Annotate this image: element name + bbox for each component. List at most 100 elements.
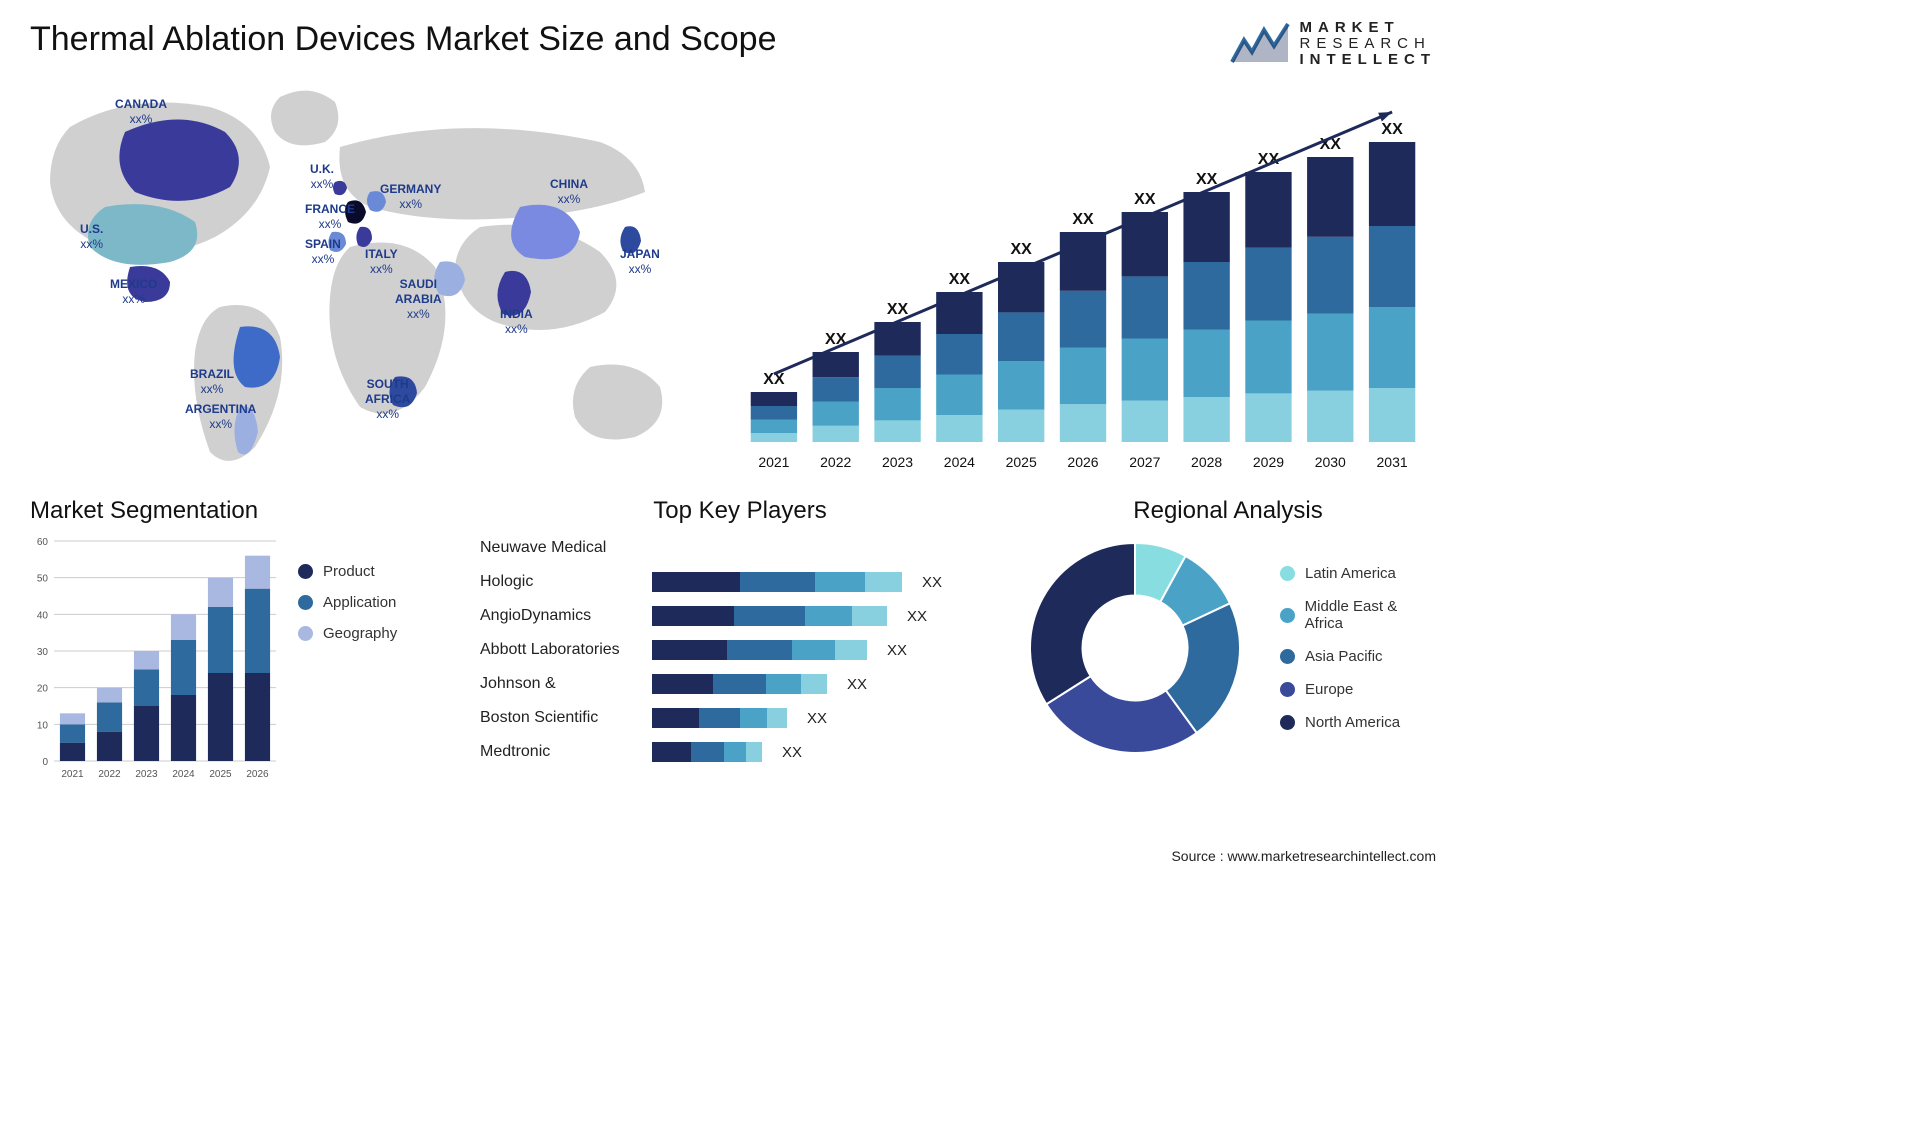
svg-text:2026: 2026	[246, 769, 269, 780]
map-country-label: U.K.xx%	[310, 162, 334, 192]
segmentation-chart: 0102030405060202120222023202420252026	[30, 533, 280, 783]
player-bar-segment	[652, 606, 734, 626]
player-name: Hologic	[480, 573, 640, 591]
map-country-label: JAPANxx%	[620, 247, 660, 277]
bottom-row: Market Segmentation 01020304050602021202…	[30, 497, 1436, 807]
regional-title: Regional Analysis	[1020, 497, 1436, 525]
page: Thermal Ablation Devices Market Size and…	[0, 0, 1466, 876]
player-value: XX	[782, 744, 802, 761]
svg-text:XX: XX	[949, 271, 971, 288]
svg-text:2024: 2024	[944, 454, 975, 470]
map-country-label: SPAINxx%	[305, 237, 341, 267]
map-country-label: ARGENTINAxx%	[185, 402, 256, 432]
player-row: Johnson & XX	[480, 669, 1000, 699]
player-value: XX	[922, 574, 942, 591]
player-bar-segment	[699, 708, 740, 728]
svg-text:2027: 2027	[1129, 454, 1160, 470]
player-bar-segment	[767, 708, 787, 728]
svg-text:XX: XX	[1381, 121, 1403, 138]
player-bar-segment	[815, 572, 865, 592]
player-bar-segment	[801, 674, 827, 694]
svg-text:2031: 2031	[1377, 454, 1408, 470]
svg-text:10: 10	[37, 721, 49, 732]
legend-swatch	[1280, 608, 1295, 623]
player-name: Neuwave Medical	[480, 539, 640, 557]
player-bar	[652, 572, 922, 592]
player-bar	[652, 674, 922, 694]
growth-chart: XX2021XX2022XX2023XX2024XX2025XX2026XX20…	[730, 77, 1436, 477]
player-name: Medtronic	[480, 743, 640, 761]
legend-label: Geography	[323, 625, 397, 642]
svg-text:2021: 2021	[61, 769, 84, 780]
brand-logo: MARKET RESEARCH INTELLECT	[1230, 20, 1437, 67]
legend-swatch	[1280, 715, 1295, 730]
map-country-label: GERMANYxx%	[380, 182, 441, 212]
regional-panel: Regional Analysis Latin America Middle Ea…	[1020, 497, 1436, 807]
legend-item: Europe	[1280, 681, 1436, 698]
player-bar-segment	[805, 606, 852, 626]
svg-text:2022: 2022	[98, 769, 121, 780]
map-country-label: ITALYxx%	[365, 247, 398, 277]
player-bar	[652, 606, 922, 626]
svg-text:2023: 2023	[882, 454, 913, 470]
player-bar-segment	[746, 742, 763, 762]
player-row: Abbott LaboratoriesXX	[480, 635, 1000, 665]
legend-swatch	[1280, 566, 1295, 581]
player-bar-segment	[691, 742, 724, 762]
svg-text:2029: 2029	[1253, 454, 1284, 470]
svg-text:2025: 2025	[209, 769, 232, 780]
svg-text:40: 40	[37, 611, 49, 622]
svg-text:2026: 2026	[1067, 454, 1098, 470]
legend-swatch	[298, 626, 313, 641]
player-name: Boston Scientific	[480, 709, 640, 727]
player-name: Johnson &	[480, 675, 640, 693]
map-country-label: SOUTHAFRICAxx%	[365, 377, 410, 422]
regional-legend: Latin AmericaMiddle East & AfricaAsia Pa…	[1280, 565, 1436, 731]
player-row: Neuwave Medical	[480, 533, 1000, 563]
player-bar-segment	[652, 742, 691, 762]
player-bar	[652, 640, 922, 660]
player-value: XX	[807, 710, 827, 727]
player-bar-segment	[740, 708, 767, 728]
svg-text:50: 50	[37, 574, 49, 585]
svg-text:XX: XX	[887, 301, 909, 318]
map-country-label: BRAZILxx%	[190, 367, 234, 397]
legend-label: Latin America	[1305, 565, 1396, 582]
legend-swatch	[1280, 649, 1295, 664]
growth-chart-panel: XX2021XX2022XX2023XX2024XX2025XX2026XX20…	[730, 77, 1436, 477]
legend-label: Middle East & Africa	[1305, 598, 1436, 632]
map-country-label: INDIAxx%	[500, 307, 533, 337]
header: Thermal Ablation Devices Market Size and…	[30, 20, 1436, 67]
player-bar-segment	[766, 674, 801, 694]
map-country-label: CHINAxx%	[550, 177, 588, 207]
player-bar-segment	[652, 674, 713, 694]
svg-text:XX: XX	[1072, 211, 1094, 228]
players-title: Top Key Players	[480, 497, 1000, 525]
svg-text:30: 30	[37, 647, 49, 658]
regional-donut	[1020, 533, 1250, 763]
svg-text:60: 60	[37, 537, 49, 548]
legend-swatch	[298, 564, 313, 579]
player-bar-segment	[652, 572, 740, 592]
world-map-panel: CANADAxx%U.S.xx%MEXICOxx%BRAZILxx%ARGENT…	[30, 77, 710, 477]
legend-swatch	[298, 595, 313, 610]
player-row: AngioDynamicsXX	[480, 601, 1000, 631]
svg-text:2028: 2028	[1191, 454, 1222, 470]
top-row: CANADAxx%U.S.xx%MEXICOxx%BRAZILxx%ARGENT…	[30, 77, 1436, 477]
player-value: XX	[847, 676, 867, 693]
legend-item: Latin America	[1280, 565, 1436, 582]
player-row: Hologic XX	[480, 567, 1000, 597]
player-name: AngioDynamics	[480, 607, 640, 625]
source-attribution: Source : www.marketresearchintellect.com	[1171, 848, 1436, 864]
svg-text:2024: 2024	[172, 769, 195, 780]
legend-item: North America	[1280, 714, 1436, 731]
svg-text:XX: XX	[1196, 171, 1218, 188]
player-name: Abbott Laboratories	[480, 641, 640, 659]
player-bar-segment	[740, 572, 815, 592]
player-bar-segment	[727, 640, 792, 660]
player-bar-segment	[865, 572, 903, 592]
svg-text:0: 0	[42, 757, 48, 768]
player-bar-segment	[713, 674, 766, 694]
map-country-label: SAUDIARABIAxx%	[395, 277, 442, 322]
player-bar-segment	[792, 640, 835, 660]
